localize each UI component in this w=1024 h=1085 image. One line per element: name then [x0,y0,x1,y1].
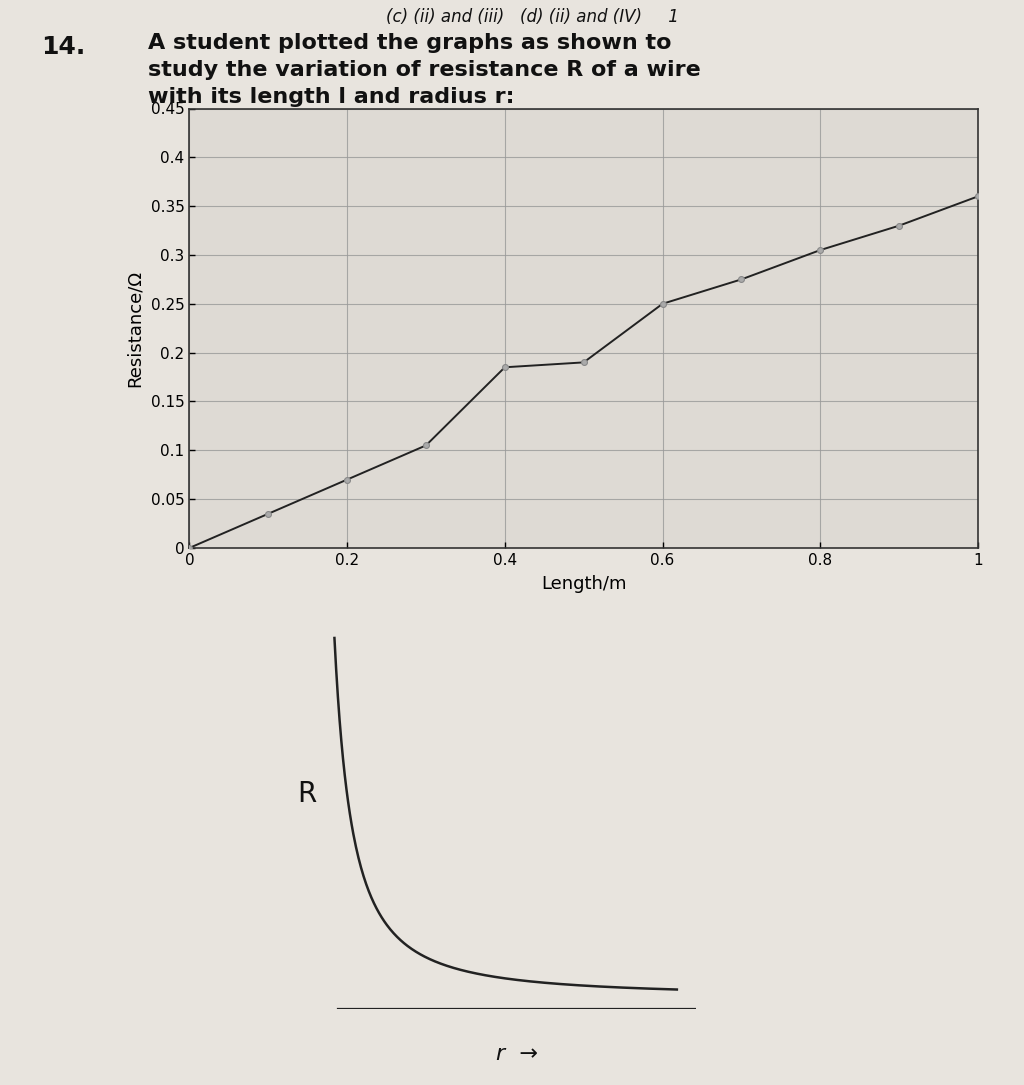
Point [418,436,434,454]
Text: A student plotted the graphs as shown to: A student plotted the graphs as shown to [148,33,672,52]
Point [260,505,276,522]
Point [970,188,986,205]
Point [812,241,828,258]
Y-axis label: Resistance/Ω: Resistance/Ω [126,270,143,386]
Text: r  →: r → [497,1044,539,1064]
Text: R: R [298,780,316,808]
Point [181,539,198,557]
Point [497,358,513,376]
Text: (c) (ii) and (iii)   (d) (ii) and (IV)     1: (c) (ii) and (iii) (d) (ii) and (IV) 1 [386,8,679,26]
Text: with its length l and radius r:: with its length l and radius r: [148,87,515,106]
Text: 14.: 14. [41,35,85,59]
Text: study the variation of resistance R of a wire: study the variation of resistance R of a… [148,60,701,79]
Point [654,295,671,312]
Point [891,217,907,234]
Point [575,354,592,371]
Point [733,271,750,289]
Point [339,471,355,488]
X-axis label: Length/m: Length/m [541,575,627,592]
